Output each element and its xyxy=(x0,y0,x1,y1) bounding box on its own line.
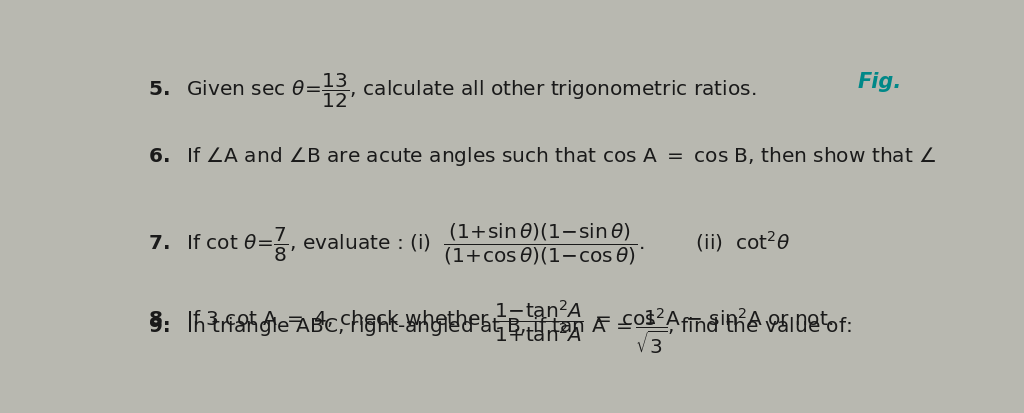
Text: $\mathbf{8.}$  If 3 cot A $=$ 4, check whether $\dfrac{1\!-\!\tan^{2}\!A}{1\!+\!: $\mathbf{8.}$ If 3 cot A $=$ 4, check wh… xyxy=(147,298,834,343)
Text: $\mathbf{6.}$  If $\angle$A and $\angle$B are acute angles such that cos A $=$ c: $\mathbf{6.}$ If $\angle$A and $\angle$B… xyxy=(147,145,936,168)
Text: $\mathbf{5.}$  Given sec $\theta\!=\!\dfrac{13}{12}$, calculate all other trigon: $\mathbf{5.}$ Given sec $\theta\!=\!\dfr… xyxy=(147,72,756,110)
Text: $\mathbf{7.}$  If cot $\theta\!=\!\dfrac{7}{8}$, evaluate : (i)  $\dfrac{(1\!+\!: $\mathbf{7.}$ If cot $\theta\!=\!\dfrac{… xyxy=(147,221,791,266)
Text: $\mathbf{9.}$  In triangle ABC, right-angled at B, if tan A $=\dfrac{1}{\sqrt{3}: $\mathbf{9.}$ In triangle ABC, right-ang… xyxy=(147,307,852,355)
Text: Fig.: Fig. xyxy=(857,72,902,92)
